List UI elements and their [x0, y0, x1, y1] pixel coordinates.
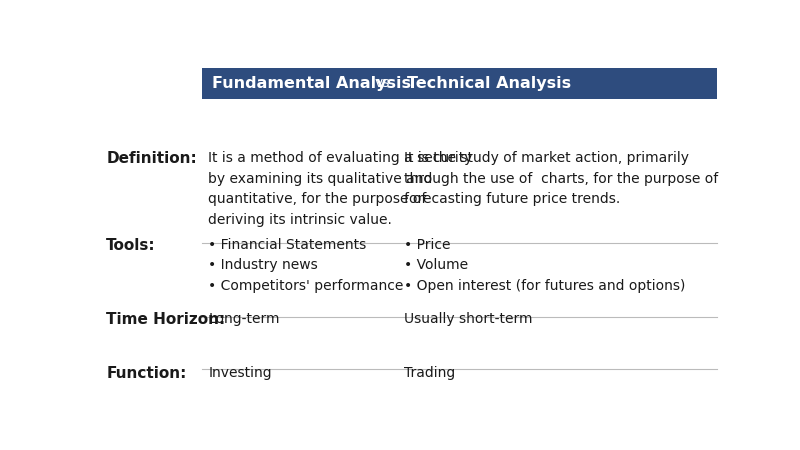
- Text: • Financial Statements
• Industry news
• Competitors' performance: • Financial Statements • Industry news •…: [209, 238, 404, 293]
- Text: Fundamental Analysis: Fundamental Analysis: [211, 76, 410, 91]
- Text: Time Horizon:: Time Horizon:: [106, 312, 226, 327]
- Text: • Price
• Volume
• Open interest (for futures and options): • Price • Volume • Open interest (for fu…: [404, 238, 685, 293]
- Text: Usually short-term: Usually short-term: [404, 312, 532, 326]
- Text: Investing: Investing: [209, 366, 272, 380]
- Text: Long-term: Long-term: [209, 312, 280, 326]
- Text: It is the study of market action, primarily
through the use of  charts, for the : It is the study of market action, primar…: [404, 151, 718, 206]
- Text: Tools:: Tools:: [106, 238, 156, 252]
- Text: vs: vs: [374, 76, 390, 90]
- Text: Definition:: Definition:: [106, 151, 197, 166]
- Text: Function:: Function:: [106, 366, 186, 381]
- Text: Trading: Trading: [404, 366, 455, 380]
- Text: Technical Analysis: Technical Analysis: [407, 76, 571, 91]
- FancyBboxPatch shape: [202, 68, 717, 99]
- Text: It is a method of evaluating a security
by examining its qualitative and
quantit: It is a method of evaluating a security …: [209, 151, 473, 227]
